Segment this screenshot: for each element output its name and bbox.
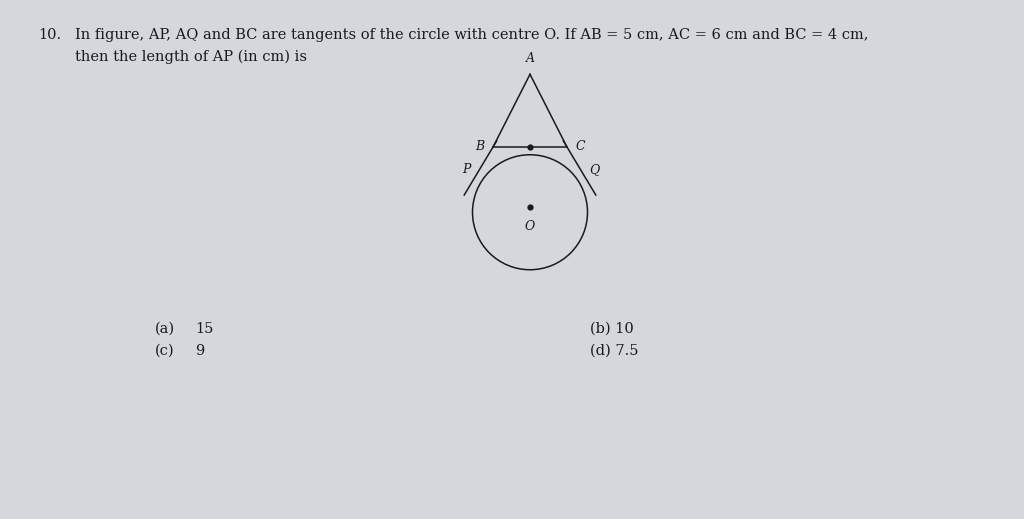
Text: Q: Q (590, 163, 600, 176)
Text: 10.: 10. (38, 28, 61, 42)
Text: then the length of AP (in cm) is: then the length of AP (in cm) is (75, 50, 307, 64)
Text: A: A (525, 52, 535, 65)
Text: C: C (575, 140, 586, 153)
Text: In figure, AP, AQ and BC are tangents of the circle with centre O. If AB = 5 cm,: In figure, AP, AQ and BC are tangents of… (75, 28, 868, 42)
Text: (b) 10: (b) 10 (590, 322, 634, 336)
Text: 15: 15 (195, 322, 213, 336)
Text: (c): (c) (155, 344, 175, 358)
Text: B: B (475, 140, 484, 153)
Text: O: O (525, 220, 536, 233)
Text: 9: 9 (195, 344, 204, 358)
Text: (d) 7.5: (d) 7.5 (590, 344, 639, 358)
Text: (a): (a) (155, 322, 175, 336)
Text: P: P (462, 163, 470, 176)
